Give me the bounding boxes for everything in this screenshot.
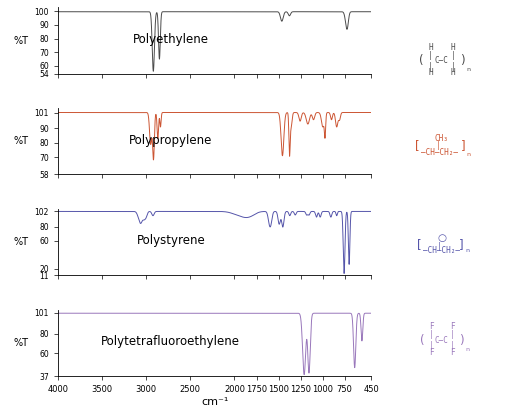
Text: Polypropylene: Polypropylene [129, 134, 213, 146]
Text: |: | [450, 62, 456, 71]
X-axis label: cm⁻¹: cm⁻¹ [201, 397, 228, 407]
Text: –CH–CH₂–: –CH–CH₂– [421, 148, 458, 157]
Text: F: F [449, 322, 454, 331]
Text: Polystyrene: Polystyrene [136, 234, 205, 247]
Y-axis label: %T: %T [13, 136, 28, 146]
Text: H: H [428, 68, 433, 77]
Text: |: | [428, 51, 433, 60]
Text: (: ( [420, 334, 425, 347]
Text: (: ( [419, 54, 424, 67]
Text: |: | [436, 242, 441, 251]
Text: C–C: C–C [435, 56, 449, 65]
Text: |: | [449, 341, 454, 350]
Text: |: | [450, 51, 456, 60]
Text: [: [ [415, 139, 420, 152]
Text: ]: ] [459, 238, 464, 251]
Text: |: | [435, 141, 440, 150]
Text: F: F [449, 348, 454, 357]
Text: CH₃: CH₃ [435, 134, 449, 143]
Text: C–C: C–C [435, 336, 449, 345]
Text: ): ) [459, 334, 464, 347]
Text: H: H [450, 68, 456, 77]
Text: ○: ○ [437, 233, 446, 243]
Text: n: n [465, 347, 469, 352]
Text: F: F [429, 348, 434, 357]
Y-axis label: %T: %T [13, 36, 28, 46]
Text: H: H [450, 43, 456, 52]
Text: ): ) [460, 54, 465, 67]
Text: |: | [449, 330, 454, 339]
Text: n: n [467, 67, 471, 72]
Y-axis label: %T: %T [13, 237, 28, 247]
Text: |: | [429, 330, 434, 339]
Y-axis label: %T: %T [13, 338, 28, 348]
Text: H: H [428, 43, 433, 52]
Text: n: n [467, 152, 471, 157]
Text: –CH–CH₂–: –CH–CH₂– [423, 246, 461, 255]
Text: Polytetrafluoroethylene: Polytetrafluoroethylene [102, 335, 240, 348]
Text: Polyethylene: Polyethylene [133, 33, 209, 46]
Text: |: | [429, 341, 434, 350]
Text: F: F [429, 322, 434, 331]
Text: [: [ [417, 238, 422, 251]
Text: ]: ] [461, 139, 466, 152]
Text: |: | [428, 62, 433, 71]
Text: n: n [465, 248, 469, 253]
